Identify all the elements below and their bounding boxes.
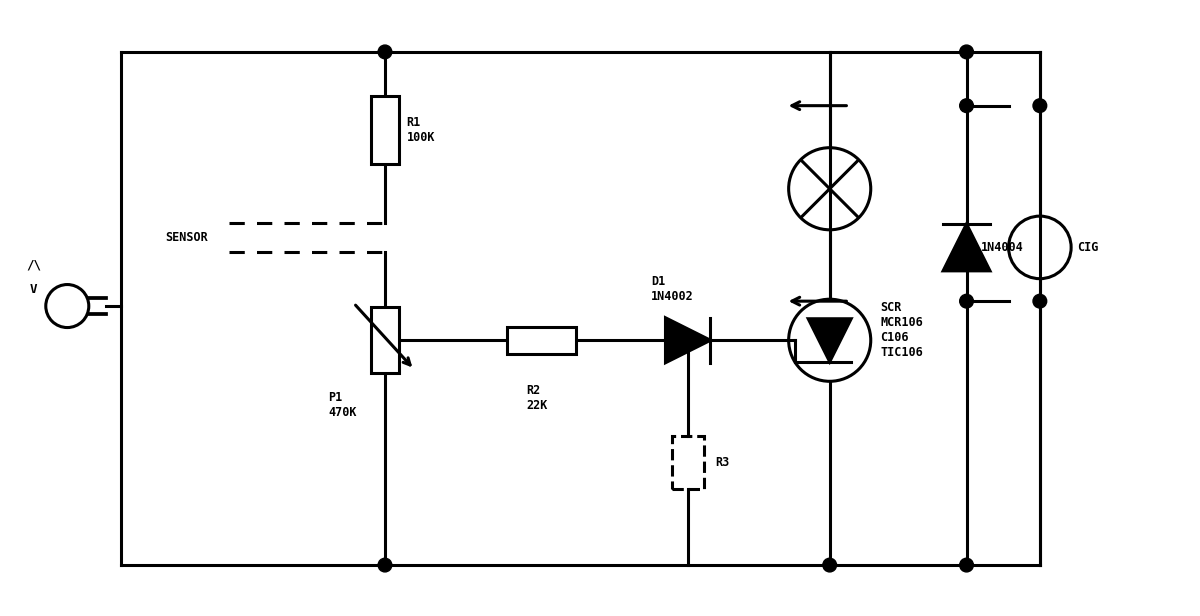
Bar <box>371 96 398 164</box>
Text: R3: R3 <box>715 456 730 469</box>
Text: R1
100K: R1 100K <box>407 116 434 144</box>
Circle shape <box>378 558 392 572</box>
Circle shape <box>378 45 392 59</box>
Text: 1N4004: 1N4004 <box>982 241 1024 254</box>
Circle shape <box>1033 99 1046 113</box>
Text: R2
22K: R2 22K <box>527 384 548 412</box>
Text: SCR
MCR106
C106
TIC106: SCR MCR106 C106 TIC106 <box>881 301 923 360</box>
Text: SENSOR: SENSOR <box>166 231 208 244</box>
Text: CIG: CIG <box>1076 241 1098 254</box>
Text: /\: /\ <box>26 259 41 272</box>
Polygon shape <box>943 224 990 271</box>
Bar <box>672 436 703 489</box>
Circle shape <box>960 558 973 572</box>
Polygon shape <box>666 318 710 363</box>
Circle shape <box>960 99 973 113</box>
Circle shape <box>1033 294 1046 308</box>
Polygon shape <box>808 318 851 362</box>
Bar <box>371 307 398 373</box>
Text: D1
1N4002: D1 1N4002 <box>650 275 694 303</box>
Bar <box>508 326 576 354</box>
Circle shape <box>960 45 973 59</box>
Text: P1
470K: P1 470K <box>329 391 356 419</box>
Circle shape <box>960 294 973 308</box>
Text: V: V <box>30 283 37 296</box>
Circle shape <box>823 558 836 572</box>
